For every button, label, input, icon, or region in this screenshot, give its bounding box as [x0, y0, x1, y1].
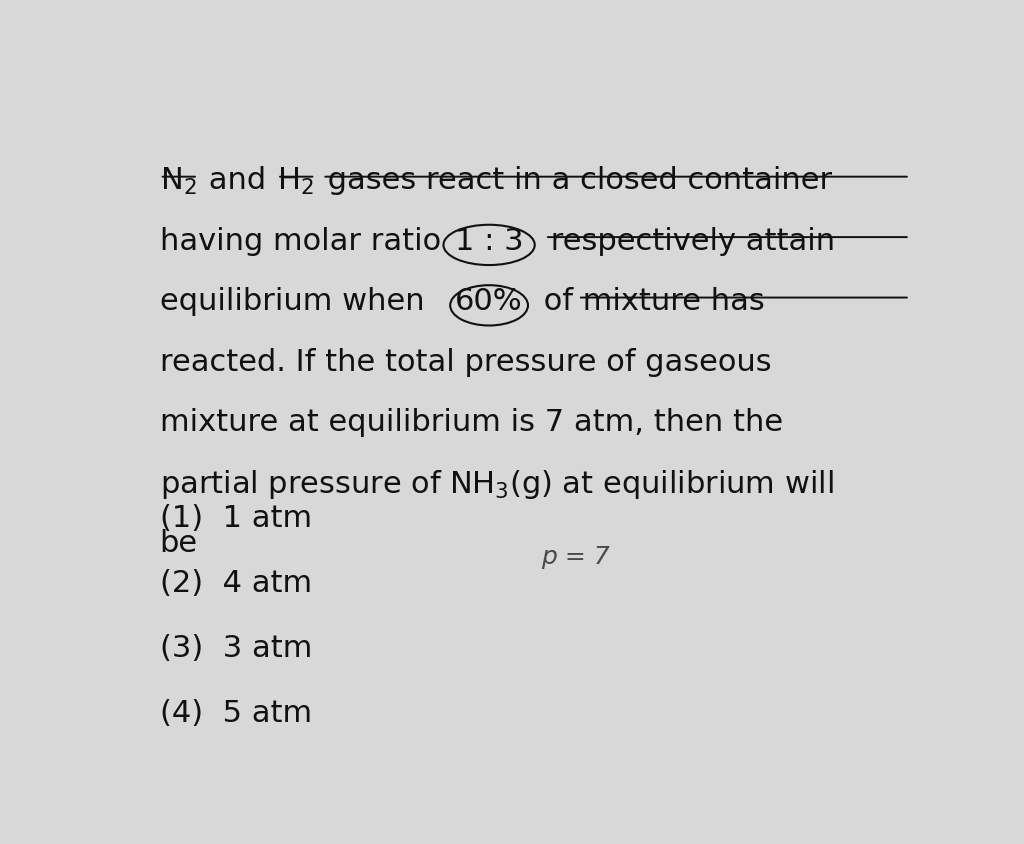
Text: (3)  3 atm: (3) 3 atm [160, 634, 312, 663]
Text: equilibrium when: equilibrium when [160, 287, 434, 316]
Text: (2)  4 atm: (2) 4 atm [160, 569, 312, 598]
Text: (4)  5 atm: (4) 5 atm [160, 699, 312, 728]
Text: respectively attain: respectively attain [541, 227, 836, 256]
Text: N$_2$: N$_2$ [160, 166, 197, 197]
Text: (1)  1 atm: (1) 1 atm [160, 504, 312, 533]
Text: p = 7: p = 7 [541, 545, 609, 569]
Text: 60%: 60% [456, 287, 523, 316]
Text: reacted. If the total pressure of gaseous: reacted. If the total pressure of gaseou… [160, 348, 771, 376]
Text: of mixture has: of mixture has [535, 287, 765, 316]
Text: and: and [200, 166, 276, 195]
Text: 1 : 3: 1 : 3 [455, 227, 523, 256]
Text: partial pressure of NH$_3$(g) at equilibrium will: partial pressure of NH$_3$(g) at equilib… [160, 468, 834, 501]
Text: H$_2$: H$_2$ [278, 166, 314, 197]
Text: be: be [160, 529, 198, 558]
Text: having molar ratio: having molar ratio [160, 227, 451, 256]
Text: gases react in a closed container: gases react in a closed container [318, 166, 833, 195]
Text: mixture at equilibrium is 7 atm, then the: mixture at equilibrium is 7 atm, then th… [160, 408, 783, 437]
